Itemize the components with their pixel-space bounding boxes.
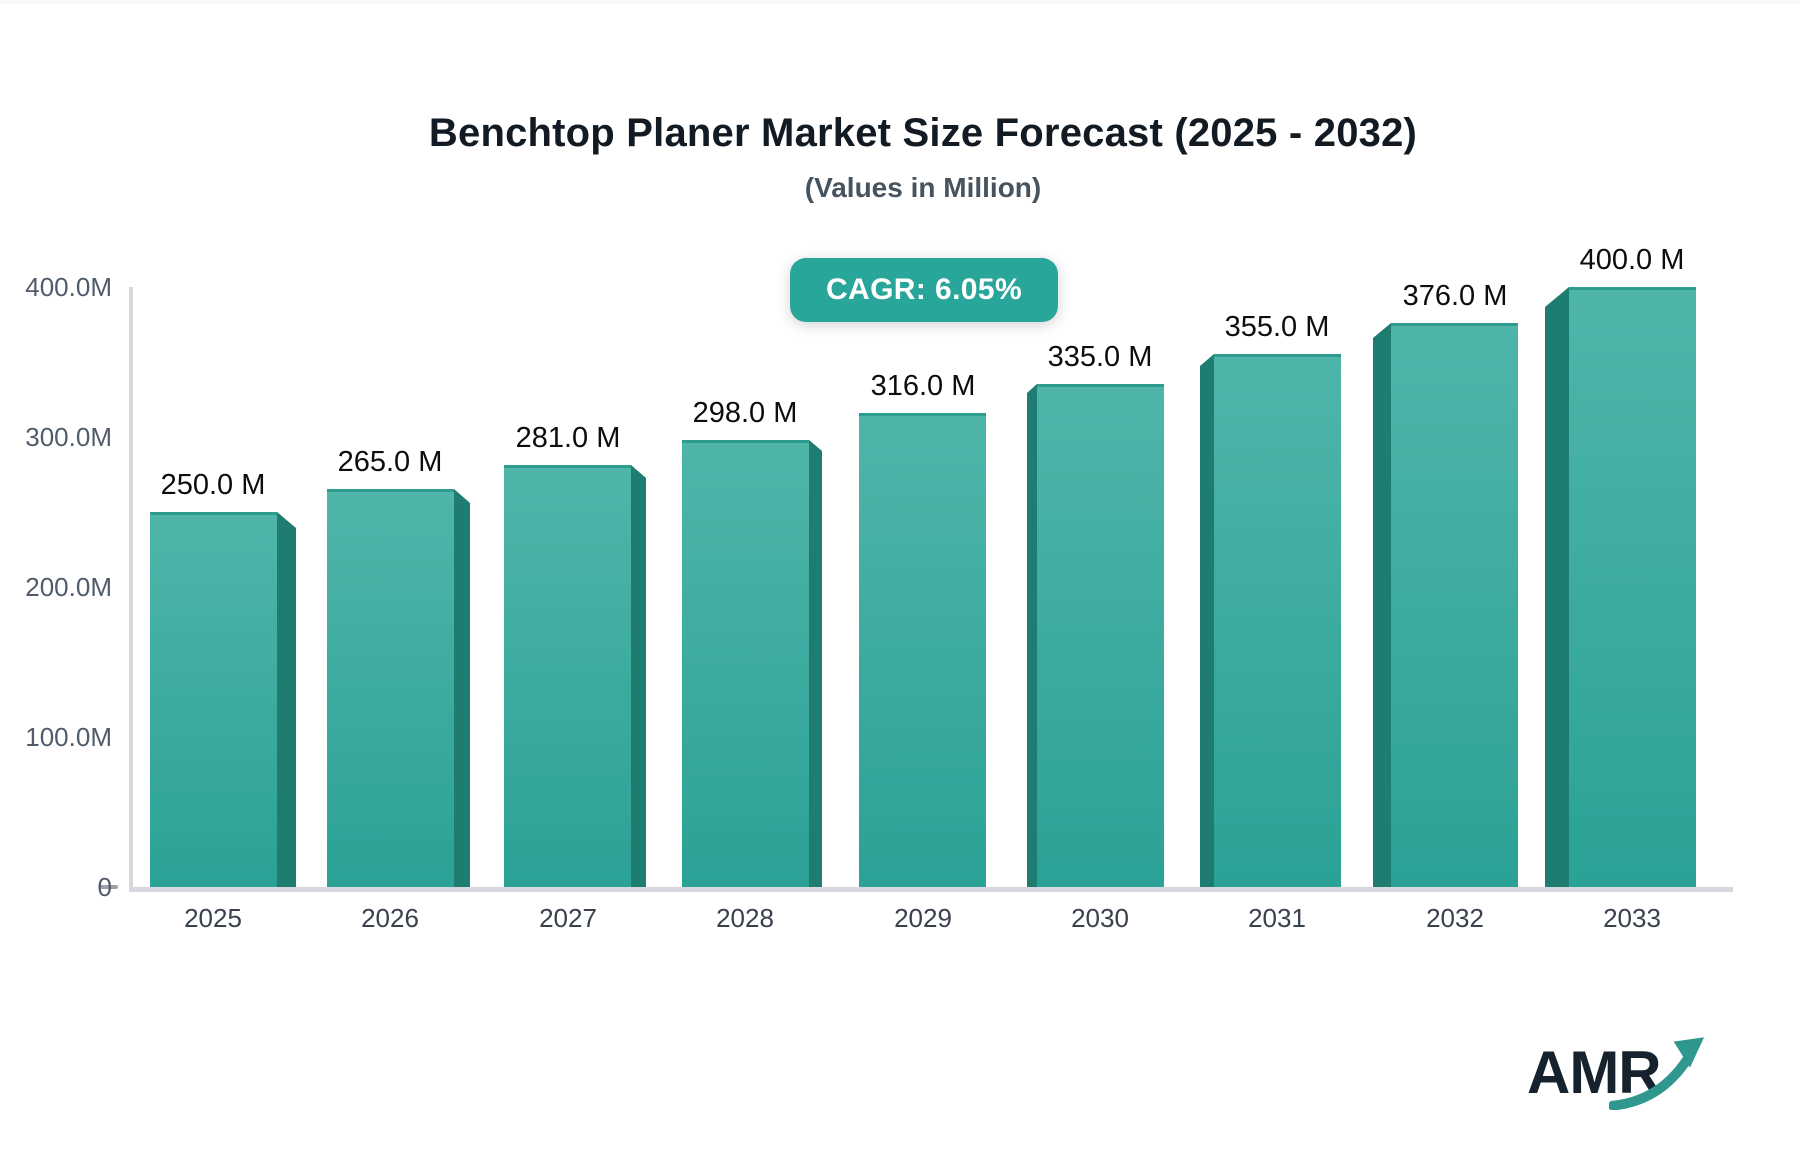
bar-2027 [504,465,631,887]
y-tick-label: 100.0M [25,722,112,752]
y-axis-line [129,287,133,892]
x-axis-label-2025: 2025 [184,903,242,933]
x-axis-label-2030: 2030 [1071,903,1129,933]
bar-side-2031 [1200,354,1214,887]
bar-value-label: 376.0 M [1402,280,1508,312]
chart-subtitle: (Values in Million) [804,172,1042,203]
bar-side-2026 [454,489,470,887]
chart-title: Benchtop Planer Market Size Forecast (20… [428,111,1418,155]
bar-value-label: 265.0 M [337,446,443,478]
bar-side-2028 [809,440,822,887]
bar-2030 [1037,384,1164,887]
y-tick-label: 300.0M [25,422,112,452]
bar-value-label: 400.0 M [1579,244,1685,276]
x-axis-line [129,887,1733,892]
bar-2033 [1569,287,1696,887]
x-axis-label-2031: 2031 [1248,903,1306,933]
x-axis-label-2027: 2027 [539,903,597,933]
zero-tick [100,885,118,889]
bar-2028 [682,440,809,887]
bar-2025 [150,512,277,887]
cagr-badge-label: CAGR: 6.05% [825,273,1023,306]
window-top-edge [0,0,1800,4]
bar-value-label: 316.0 M [870,370,976,402]
bar-2032 [1391,323,1518,887]
bar-side-2025 [277,512,296,887]
bar-2026 [327,489,454,887]
y-tick-label: 400.0M [25,272,112,302]
bar-side-2027 [631,465,646,887]
bar-2031 [1214,354,1341,887]
bar-value-label: 250.0 M [160,469,266,501]
x-axis-label-2026: 2026 [361,903,419,933]
amr-logo: AMR [1527,1032,1727,1114]
bar-value-label: 298.0 M [692,397,798,429]
cagr-badge: CAGR: 6.05% [790,258,1058,322]
x-axis-label-2029: 2029 [894,903,952,933]
growth-arrow-icon [1609,1037,1705,1110]
bar-2029 [859,413,986,887]
y-tick-label: 0 [97,872,112,902]
x-axis-label-2033: 2033 [1603,903,1661,933]
bar-side-2030 [1027,384,1037,887]
y-tick-label: 200.0M [25,572,112,602]
x-axis-label-2032: 2032 [1426,903,1484,933]
x-axis-label-2028: 2028 [716,903,774,933]
bar-value-label: 281.0 M [515,422,621,454]
bar-value-label: 335.0 M [1047,341,1153,373]
bar-side-2032 [1373,323,1391,887]
bar-side-2033 [1545,287,1569,887]
bar-value-label: 355.0 M [1224,311,1330,343]
